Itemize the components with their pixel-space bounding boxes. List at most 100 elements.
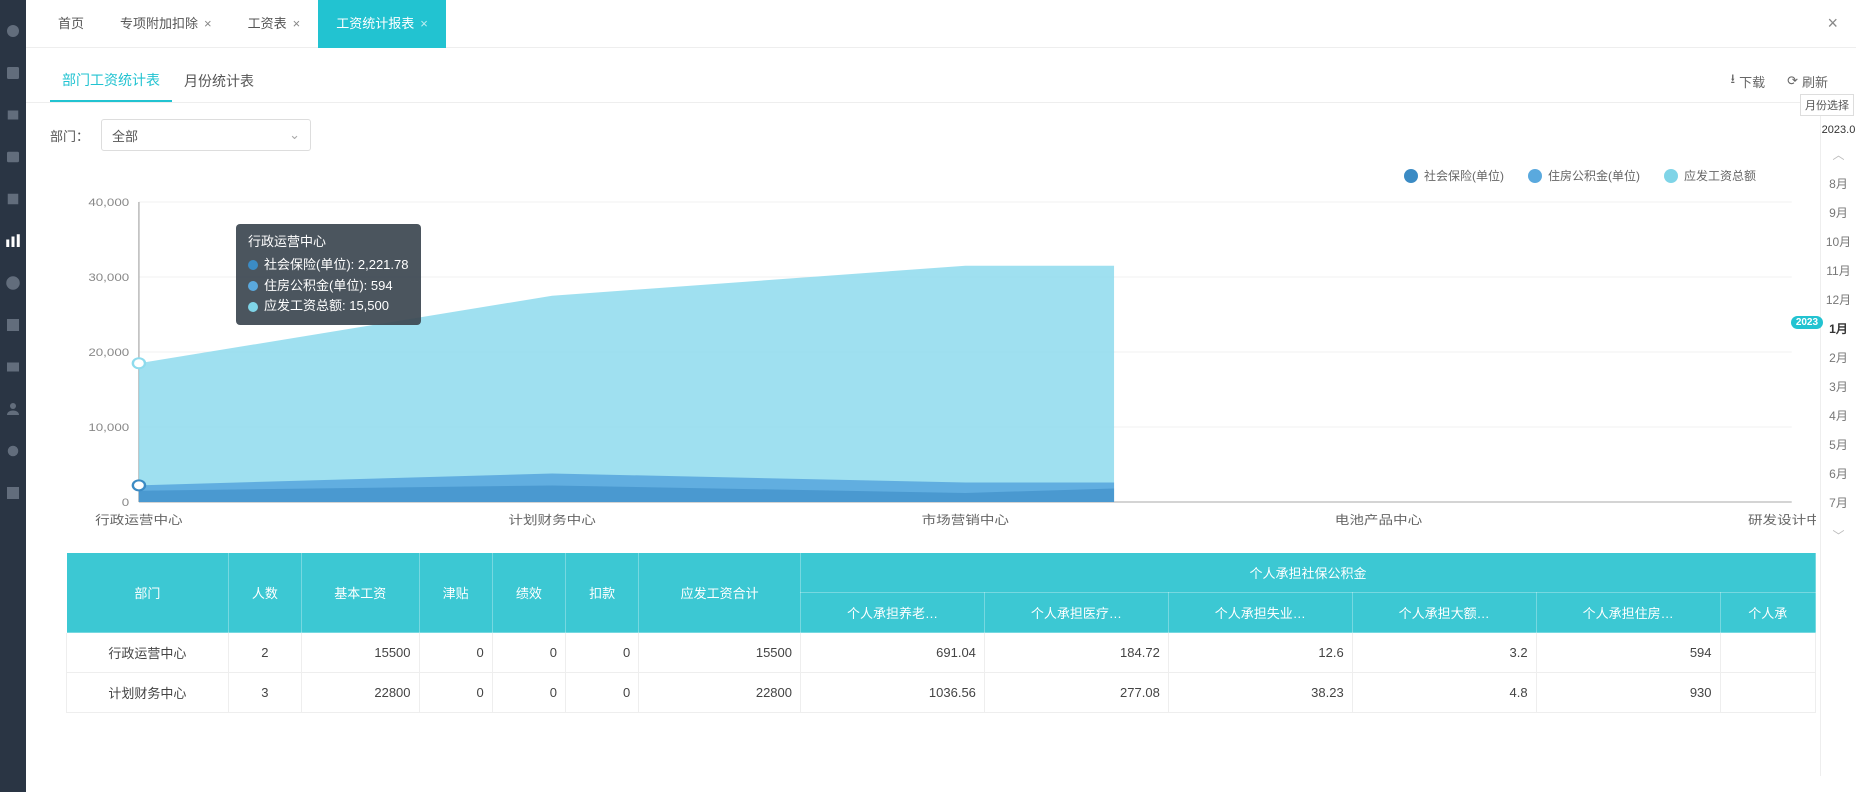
- tooltip-title: 行政运营中心: [248, 232, 409, 253]
- nav-icon[interactable]: [4, 484, 22, 502]
- svg-text:研发设计中心: 研发设计中心: [1748, 513, 1816, 526]
- svg-text:40,000: 40,000: [88, 196, 129, 209]
- th-total: 应发工资合计: [639, 553, 801, 633]
- salary-chart: 40,00030,00020,00010,0000行政运营中心计划财务中心市场营…: [66, 192, 1816, 532]
- th-c2: 个人承担医疗…: [984, 593, 1168, 633]
- nav-icon[interactable]: [4, 442, 22, 460]
- svg-text:行政运营中心: 行政运营中心: [95, 513, 182, 526]
- refresh-button[interactable]: ⟳ 刷新: [1787, 70, 1828, 92]
- svg-text:20,000: 20,000: [88, 346, 129, 359]
- tab-label: 首页: [58, 0, 84, 48]
- month-item[interactable]: 8月: [1826, 169, 1851, 198]
- nav-icon[interactable]: [4, 190, 22, 208]
- nav-icon[interactable]: [4, 106, 22, 124]
- legend-item[interactable]: 应发工资总额: [1664, 167, 1756, 184]
- nav-icon[interactable]: [4, 316, 22, 334]
- month-item[interactable]: 2月: [1826, 343, 1851, 372]
- month-item[interactable]: 9月: [1826, 198, 1851, 227]
- close-icon[interactable]: ×: [420, 0, 428, 48]
- legend-dot-icon: [1664, 169, 1678, 183]
- dept-select[interactable]: 全部 ⌄: [101, 119, 311, 151]
- month-item[interactable]: 4月: [1826, 401, 1851, 430]
- legend-label: 应发工资总额: [1684, 167, 1756, 184]
- tab-salary-report[interactable]: 工资统计报表×: [318, 0, 446, 48]
- month-panel-year: 2023.0: [1822, 124, 1856, 136]
- nav-icon[interactable]: [4, 400, 22, 418]
- month-item[interactable]: 7月: [1826, 488, 1851, 517]
- tooltip-dot-icon: [248, 302, 258, 312]
- month-item[interactable]: 6月: [1826, 459, 1851, 488]
- legend-dot-icon: [1404, 169, 1418, 183]
- th-perf: 绩效: [492, 553, 565, 633]
- th-c6: 个人承: [1720, 593, 1815, 633]
- th-count: 人数: [228, 553, 301, 633]
- close-icon[interactable]: ×: [293, 0, 301, 48]
- nav-icon[interactable]: [4, 358, 22, 376]
- nav-icon[interactable]: [4, 148, 22, 166]
- tooltip-row: 应发工资总额: 15,500: [264, 296, 389, 317]
- nav-sidebar: [0, 0, 26, 792]
- tab-salary[interactable]: 工资表×: [230, 0, 319, 48]
- close-icon[interactable]: ×: [204, 0, 212, 48]
- table-row: 计划财务中心322800000228001036.56277.0838.234.…: [67, 673, 1816, 713]
- year-badge: 2023: [1791, 316, 1823, 329]
- legend-item[interactable]: 住房公积金(单位): [1528, 167, 1640, 184]
- refresh-label: 刷新: [1802, 72, 1828, 91]
- tooltip-row: 住房公积金(单位): 594: [264, 276, 393, 297]
- svg-text:电池产品中心: 电池产品中心: [1335, 513, 1422, 526]
- th-group: 个人承担社保公积金: [801, 553, 1816, 593]
- download-label: 下载: [1739, 72, 1765, 91]
- month-panel: 月份选择 2023.0 ︿ 8月9月10月11月12月1月20232月3月4月5…: [1820, 96, 1856, 776]
- salary-table: 部门 人数 基本工资 津贴 绩效 扣款 应发工资合计 个人承担社保公积金 个人承…: [66, 552, 1816, 713]
- sub-tabs: 部门工资统计表 月份统计表 ⭳ 下载 ⟳ 刷新: [26, 48, 1856, 103]
- month-item[interactable]: 3月: [1826, 372, 1851, 401]
- month-item[interactable]: 1月2023: [1826, 314, 1851, 343]
- th-dept: 部门: [67, 553, 229, 633]
- download-button[interactable]: ⭳ 下载: [1731, 70, 1766, 92]
- tabs-bar: 首页 专项附加扣除× 工资表× 工资统计报表× ×: [26, 0, 1856, 48]
- th-c3: 个人承担失业…: [1168, 593, 1352, 633]
- svg-text:计划财务中心: 计划财务中心: [508, 513, 595, 526]
- subtab-dept-stats[interactable]: 部门工资统计表: [50, 60, 172, 102]
- legend-dot-icon: [1528, 169, 1542, 183]
- svg-text:10,000: 10,000: [88, 421, 129, 434]
- tab-special-deduct[interactable]: 专项附加扣除×: [102, 0, 230, 48]
- legend-label: 社会保险(单位): [1424, 167, 1504, 184]
- select-value: 全部: [112, 126, 138, 145]
- chart-legend: 社会保险(单位) 住房公积金(单位) 应发工资总额: [66, 167, 1816, 184]
- nav-icon[interactable]: [4, 22, 22, 40]
- table-row: 行政运营中心21550000015500691.04184.7212.63.25…: [67, 633, 1816, 673]
- tab-label: 专项附加扣除: [120, 0, 198, 48]
- close-all-icon[interactable]: ×: [1827, 13, 1838, 34]
- svg-text:市场营销中心: 市场营销中心: [922, 512, 1009, 526]
- tab-label: 工资统计报表: [336, 0, 414, 48]
- nav-icon-active[interactable]: [4, 232, 22, 250]
- th-deduct: 扣款: [565, 553, 638, 633]
- th-allow: 津贴: [419, 553, 492, 633]
- tooltip-row: 社会保险(单位): 2,221.78: [264, 255, 409, 276]
- month-item[interactable]: 12月: [1826, 285, 1851, 314]
- tab-label: 工资表: [248, 0, 287, 48]
- filter-row: 部门： 全部 ⌄: [26, 103, 1856, 167]
- month-item[interactable]: 10月: [1826, 227, 1851, 256]
- tab-home[interactable]: 首页: [40, 0, 102, 48]
- th-c5: 个人承担住房…: [1536, 593, 1720, 633]
- filter-label: 部门：: [50, 126, 89, 145]
- tooltip-dot-icon: [248, 260, 258, 270]
- chevron-down-icon: ⌄: [289, 127, 300, 143]
- month-panel-label: 月份选择: [1800, 94, 1854, 116]
- subtab-month-stats[interactable]: 月份统计表: [172, 61, 266, 101]
- tooltip-dot-icon: [248, 281, 258, 291]
- chevron-up-icon[interactable]: ︿: [1832, 146, 1844, 163]
- chevron-down-icon[interactable]: ﹀: [1832, 527, 1844, 544]
- svg-text:30,000: 30,000: [88, 271, 129, 284]
- legend-label: 住房公积金(单位): [1548, 167, 1640, 184]
- th-base: 基本工资: [302, 553, 420, 633]
- legend-item[interactable]: 社会保险(单位): [1404, 167, 1504, 184]
- month-item[interactable]: 11月: [1826, 256, 1851, 285]
- svg-text:0: 0: [122, 496, 130, 509]
- nav-icon[interactable]: [4, 274, 22, 292]
- th-c1: 个人承担养老…: [801, 593, 985, 633]
- month-item[interactable]: 5月: [1826, 430, 1851, 459]
- nav-icon[interactable]: [4, 64, 22, 82]
